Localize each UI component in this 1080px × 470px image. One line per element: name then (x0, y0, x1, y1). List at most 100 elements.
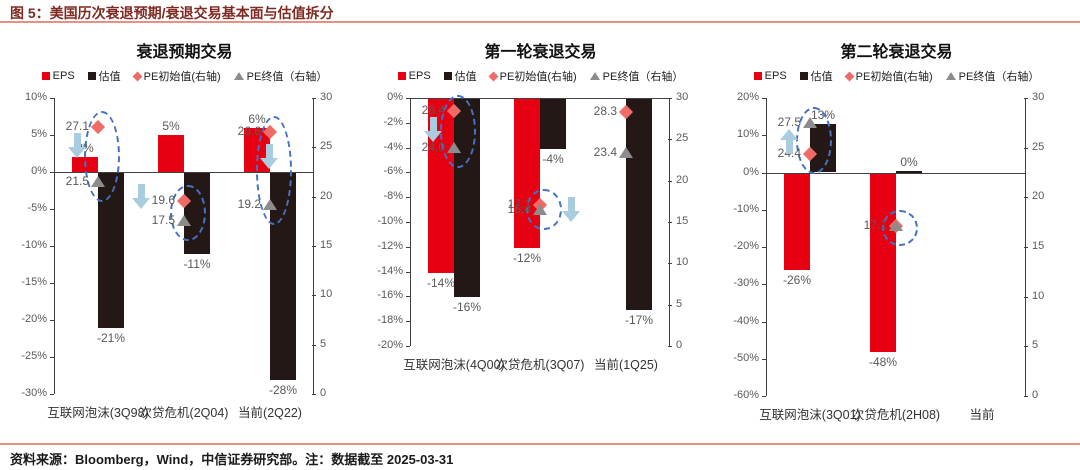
valuation-bar (626, 99, 652, 310)
footer-divider (0, 443, 1080, 445)
legend-label: PE初始值(右轴) (855, 71, 933, 83)
legend-item-pe-end: PE终值（右轴） (233, 68, 328, 84)
arrow-head (260, 157, 278, 169)
pe-end-value-label: 21.5 (65, 173, 89, 188)
right-axis-tick-label: 0 (676, 339, 683, 351)
legend-label: PE终值（右轴） (246, 71, 328, 83)
arrow-shaft (567, 196, 575, 211)
zero-axis-line (411, 98, 669, 99)
right-axis-tick-label: 15 (1032, 240, 1045, 252)
left-axis-tick (50, 246, 54, 247)
category-label: 当前(1Q25) (594, 358, 658, 372)
right-axis-tick (312, 344, 316, 346)
left-axis-tick-label: -10% (377, 215, 403, 227)
chart-panel-second-recession-trade: 第二轮衰退交易 EPS 估值 PE初始值(右轴) PE终值（右轴） 20% 10% 0% -10… (724, 36, 1069, 436)
category-label: 次贷危机(2H08) (851, 408, 941, 422)
left-axis-tick-label: -6% (383, 165, 403, 178)
pe-end-value-label: 19.2 (237, 196, 261, 211)
legend-label: EPS (408, 70, 431, 82)
right-axis-tick (668, 346, 672, 347)
emphasis-ellipse (170, 184, 206, 242)
left-axis-tick (406, 222, 410, 223)
left-axis-tick (406, 122, 410, 124)
category-label: 当前 (969, 408, 995, 422)
eps-swatch-icon (753, 72, 762, 80)
right-axis-tick-label: 30 (1032, 91, 1045, 103)
left-axis-tick (762, 209, 766, 211)
category-label: 当前(2Q22) (238, 406, 302, 420)
legend-label: PE终值（右轴） (958, 71, 1040, 83)
category-label: 互联网泡沫(3Q98) (47, 406, 149, 420)
chart-legend: EPS 估值 PE初始值(右轴) PE终值（右轴） (724, 68, 1069, 84)
left-axis-tick-label: -5% (27, 202, 47, 214)
legend-item-pe-start: PE初始值(右轴) (132, 68, 221, 84)
left-axis-tick (50, 283, 54, 284)
right-axis-tick (1024, 98, 1028, 99)
arrow-head (132, 198, 150, 209)
pe-end-triangle-icon (589, 72, 600, 80)
legend-item-eps: EPS (41, 68, 75, 84)
right-axis-tick (312, 196, 316, 198)
left-axis-tick (50, 357, 54, 358)
pe-end-marker (619, 146, 633, 158)
right-axis-tick-label: 5 (1032, 339, 1039, 352)
emphasis-ellipse (882, 210, 918, 247)
left-axis-tick (50, 209, 54, 210)
plot-area: 0% -2% -4% -6% -8% -10% -12% -14% -16% -18% -20% 30… (377, 91, 688, 372)
arrow-head (780, 128, 798, 140)
pe-start-value-label: 19.6 (151, 192, 175, 207)
valuation-swatch-icon (799, 72, 808, 80)
figure-title: 图 5：美国历次衰退预期/衰退交易基本面与估值拆分 (10, 5, 334, 21)
plot-area: 10% 5% 0% -5% -10% -15% -20% -25% -30% 30 25 20 15 10… (21, 91, 332, 420)
right-axis-tick-label: 20 (1032, 190, 1045, 203)
left-axis-tick-label: -40% (733, 314, 759, 327)
category-label: 互联网泡沫(3Q01) (759, 408, 861, 422)
eps-bar (784, 173, 810, 271)
valuation-swatch-icon (443, 72, 452, 80)
trend-arrow-icon (132, 184, 150, 210)
pe-end-marker (447, 141, 461, 153)
eps-value-label: -26% (782, 273, 811, 288)
left-axis-tick (762, 247, 766, 248)
legend-item-pe-end: PE终值（右轴） (945, 68, 1040, 84)
pe-start-value-label: 26.6 (237, 123, 261, 138)
pe-end-value-label: 16.4 (507, 202, 531, 217)
right-axis-tick (668, 304, 672, 306)
charts-row: 衰退预期交易 EPS 估值 PE初始值(右轴) PE终值（右轴） 10% 5% 0% -5% -1… (12, 36, 1068, 436)
arrow-shaft (73, 132, 81, 147)
right-axis-tick (668, 139, 672, 141)
right-axis-tick (1024, 247, 1028, 248)
chart-legend: EPS 估值 PE初始值(右轴) PE终值（右轴） (368, 68, 713, 84)
left-axis-tick (406, 271, 410, 273)
eps-value-label: 5% (162, 119, 180, 133)
left-axis-tick-label: -50% (733, 351, 759, 364)
valuation-value-label: -21% (96, 331, 125, 346)
legend-label: PE初始值(右轴) (143, 71, 221, 83)
right-axis-tick (1024, 296, 1028, 298)
arrow-shaft (429, 117, 437, 132)
right-axis-tick-label: 15 (676, 215, 689, 227)
left-axis-tick-label: -2% (383, 115, 403, 128)
trend-arrow-icon (260, 143, 278, 170)
emphasis-ellipse (796, 106, 832, 174)
pe-start-value-label: 17.1 (507, 196, 531, 211)
valuation-value-label: -11% (183, 257, 211, 272)
left-axis-tick-label: -30% (733, 277, 759, 290)
left-axis-tick-label: -12% (377, 239, 403, 252)
right-axis-tick-label: 10 (320, 288, 333, 301)
left-axis-tick-label: -20% (377, 339, 403, 351)
left-axis-tick-label: -25% (21, 350, 47, 362)
eps-bar (158, 135, 184, 172)
arrow-head (424, 131, 442, 143)
legend-label: 估值 (454, 71, 477, 83)
arrow-shaft (137, 184, 145, 198)
left-axis-tick (762, 321, 766, 323)
pe-start-diamond-icon (488, 71, 499, 81)
right-axis-tick-label: 25 (320, 140, 333, 153)
left-axis-tick (762, 172, 766, 174)
emphasis-ellipse (256, 115, 292, 225)
right-axis-tick-label: 0 (1032, 389, 1039, 401)
right-axis-tick-label: 5 (320, 337, 327, 350)
left-axis-tick-label: -16% (377, 289, 403, 302)
valuation-value-label: -16% (452, 300, 481, 315)
